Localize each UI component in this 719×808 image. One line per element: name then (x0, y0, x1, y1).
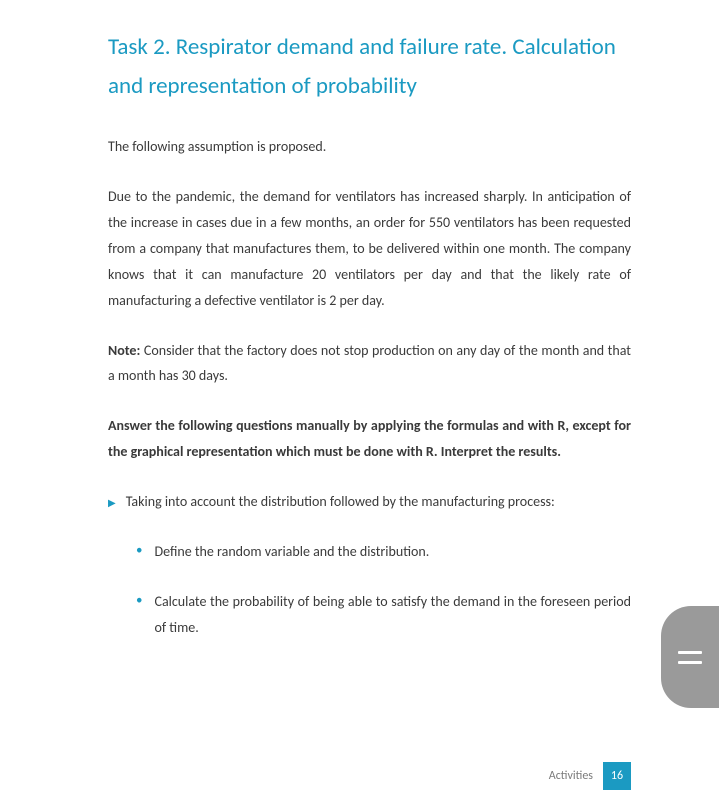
hamburger-icon (678, 651, 702, 664)
page-footer: Activities 16 (549, 762, 631, 790)
document-page: Task 2. Respirator demand and failure ra… (0, 0, 719, 808)
bullet-level1: ▶ Taking into account the distribution f… (108, 489, 631, 515)
bullet-level2-text: Define the random variable and the distr… (154, 539, 429, 565)
note-label: Note: (108, 342, 140, 359)
footer-label: Activities (549, 762, 603, 790)
instruction-paragraph: Answer the following questions manually … (108, 413, 631, 465)
dot-bullet-icon: • (136, 539, 142, 563)
side-menu-handle[interactable] (661, 606, 719, 708)
body-paragraph: Due to the pandemic, the demand for vent… (108, 184, 631, 313)
bullet-level1-text: Taking into account the distribution fol… (126, 489, 555, 515)
note-paragraph: Note: Consider that the factory does not… (108, 338, 631, 390)
intro-paragraph: The following assumption is proposed. (108, 134, 631, 160)
bullet-level2: • Define the random variable and the dis… (136, 539, 631, 565)
bullet-level2-text: Calculate the probability of being able … (154, 589, 631, 641)
footer-page-number: 16 (603, 762, 631, 790)
note-text: Consider that the factory does not stop … (108, 342, 631, 385)
dot-bullet-icon: • (136, 589, 142, 613)
triangle-bullet-icon: ▶ (108, 494, 116, 513)
task-title: Task 2. Respirator demand and failure ra… (108, 28, 631, 106)
bullet-level2: • Calculate the probability of being abl… (136, 589, 631, 641)
